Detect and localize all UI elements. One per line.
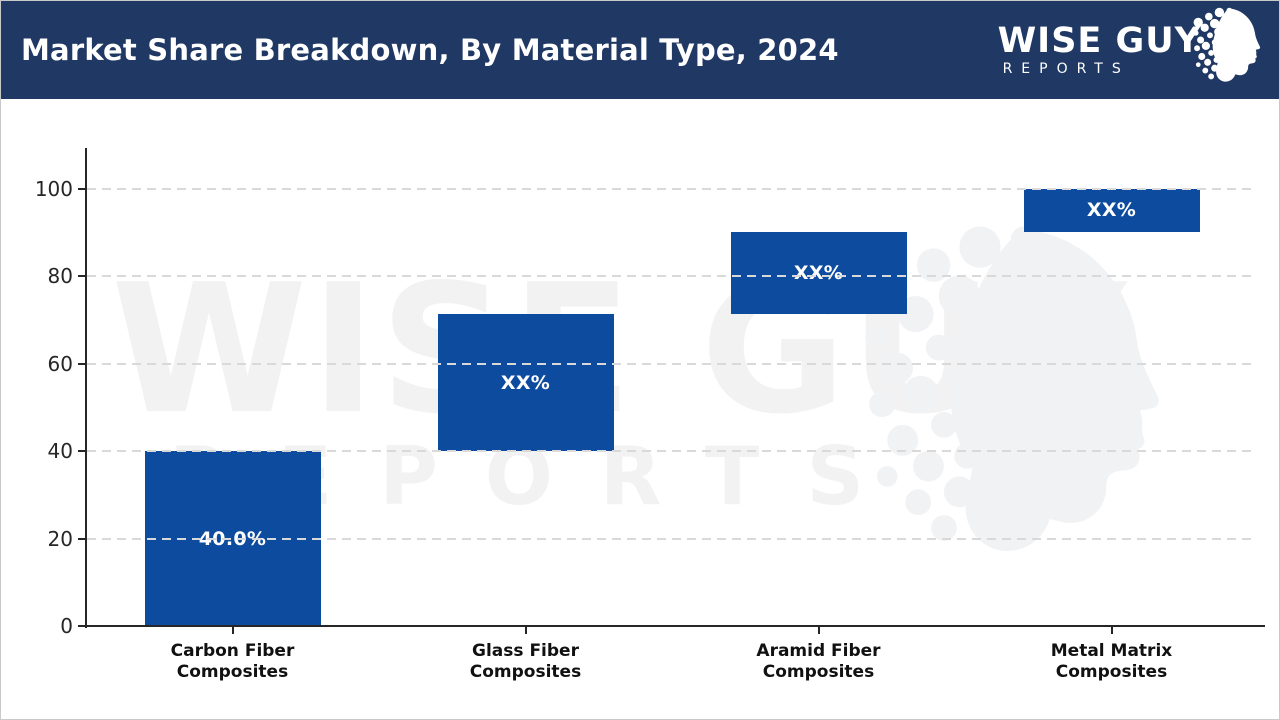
category-label: Metal Matrix Composites [1050, 641, 1173, 682]
y-tick-mark [78, 537, 86, 540]
chart-area: WISE GUY REPORTS 40.0% XX% XX% XX% 0 20 40 60 8… [1, 99, 1279, 719]
chart-title: Market Share Breakdown, By Material Type… [21, 33, 839, 67]
y-tick-label: 80 [47, 264, 73, 288]
x-tick-mark [524, 627, 527, 634]
y-tick-label: 20 [47, 526, 73, 551]
y-gridline [87, 537, 1254, 540]
x-tick-mark [1110, 627, 1113, 634]
x-axis-line [85, 625, 1265, 627]
y-tick-mark [78, 362, 86, 365]
y-tick-mark [78, 450, 86, 452]
brand-sub: REPORTS [1002, 61, 1130, 77]
x-tick-mark [817, 627, 820, 634]
brand-head-icon [1193, 7, 1261, 82]
header-bar: Market Share Breakdown, By Material Type… [1, 1, 1279, 99]
y-tick-mark [78, 187, 86, 190]
bar-value-label: XX% [500, 371, 551, 394]
watermark-head-icon [865, 226, 1159, 552]
y-gridline [87, 187, 1254, 190]
y-gridline [87, 275, 1254, 277]
y-tick-label: 100 [34, 176, 73, 201]
x-tick-mark [231, 627, 234, 634]
bar-segment: XX% [1023, 188, 1200, 233]
brand-text: WISE GUY REPORTS [998, 23, 1201, 77]
category-label: Aramid Fiber Composites [756, 641, 881, 682]
y-tick-mark [78, 275, 86, 277]
y-tick-label: 40 [47, 439, 73, 463]
bar-value-label: XX% [793, 262, 844, 285]
y-gridline [87, 362, 1254, 365]
y-tick-mark [78, 625, 86, 627]
category-label: Glass Fiber Composites [469, 641, 582, 682]
bar-segment: XX% [730, 232, 907, 315]
category-label: Carbon Fiber Composites [170, 641, 295, 682]
bar-value-label: XX% [1086, 199, 1137, 222]
brand-name: WISE GUY [997, 21, 1201, 61]
y-axis-line [85, 148, 87, 628]
y-gridline [87, 450, 1254, 452]
bar-segment: XX% [437, 314, 614, 451]
y-tick-label: 0 [60, 614, 73, 638]
brand-logo: WISE GUY REPORTS [998, 6, 1267, 94]
y-tick-label: 60 [47, 351, 73, 376]
